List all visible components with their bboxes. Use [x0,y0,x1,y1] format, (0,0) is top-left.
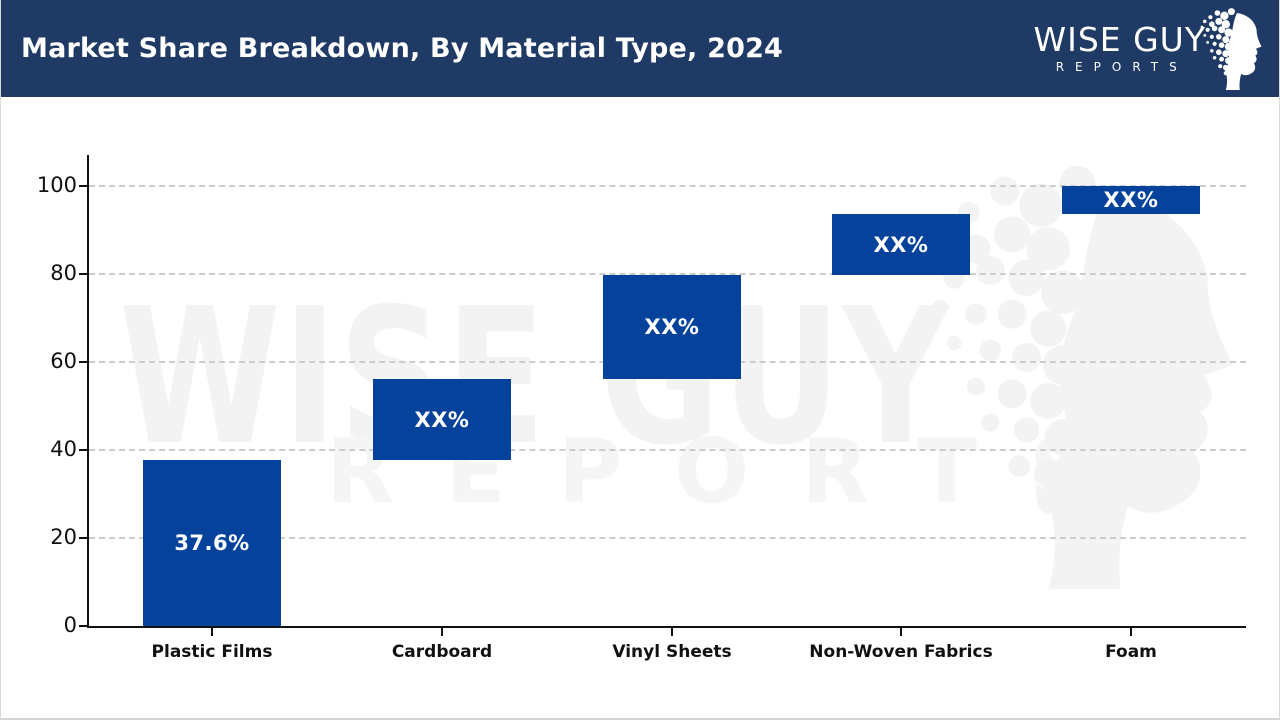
category-label-foam: Foam [1105,642,1157,662]
gridline-100 [89,184,1246,187]
y-axis [87,155,89,628]
x-tick [900,628,902,636]
logo-wordmark: WISE GUY [1033,20,1206,59]
y-tick-label: 80 [50,260,77,285]
category-label-cardboard: Cardboard [391,642,493,662]
bar-value-label: XX% [414,407,470,432]
y-tick [79,536,87,539]
logo-text: WISE GUY REPORTS [1033,23,1206,73]
category-label-non-woven-fabrics: Non-Woven Fabrics [809,642,993,662]
y-tick-label: 20 [50,524,77,549]
y-tick-label: 100 [36,172,77,197]
page-title: Market Share Breakdown, By Material Type… [21,33,784,64]
wise-guy-logo: WISE GUY REPORTS [1033,6,1268,90]
face-profile-icon [1200,8,1262,90]
gridline-80 [89,272,1246,275]
y-tick-label: 40 [50,436,77,461]
bar-value-label: XX% [1103,187,1159,212]
bar-cardboard: XX% [373,378,511,461]
bar-plastic-films: 37.6% [143,460,281,626]
bar-non-woven-fabrics: XX% [832,214,970,276]
category-label-plastic-films: Plastic Films [151,642,273,662]
logo-subtitle: REPORTS [1055,60,1188,74]
y-tick [79,360,87,363]
x-tick [1130,628,1132,636]
bar-vinyl-sheets: XX% [603,275,741,379]
bar-value-label: 37.6% [174,531,250,556]
x-tick [211,628,213,636]
y-tick-label: 60 [50,348,77,373]
y-tick [79,272,87,275]
bar-foam: XX% [1062,185,1200,215]
category-label-vinyl-sheets: Vinyl Sheets [612,642,732,662]
y-tick [79,184,87,187]
y-tick [79,625,87,627]
x-tick [441,628,443,636]
gridline-20 [89,536,1246,539]
gridline-40 [89,448,1246,451]
header: Market Share Breakdown, By Material Type… [1,0,1279,97]
y-tick-label: 0 [63,613,77,637]
bar-value-label: XX% [873,232,929,257]
x-tick [671,628,673,636]
y-tick [79,448,87,451]
bar-value-label: XX% [644,315,700,340]
waterfall-chart: 0 20 40 60 80 100 37.6% Plastic Films XX% Cardboa… [1,97,1279,718]
x-axis [87,626,1246,628]
